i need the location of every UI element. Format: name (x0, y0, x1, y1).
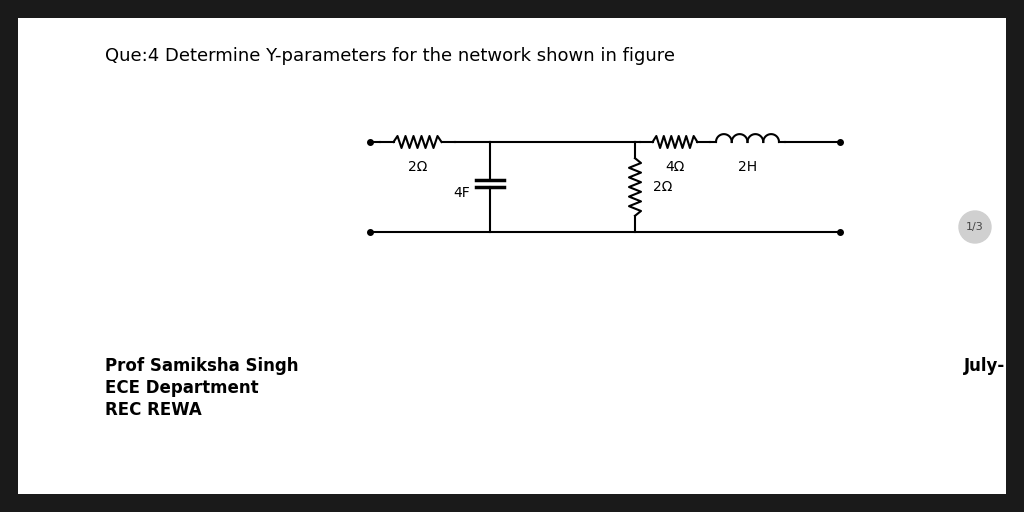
Text: 4Ω: 4Ω (666, 160, 685, 174)
Text: 4F: 4F (454, 186, 470, 200)
Text: July-: July- (964, 357, 1005, 375)
Text: REC REWA: REC REWA (105, 401, 202, 419)
Text: 2Ω: 2Ω (408, 160, 427, 174)
Text: 2Ω: 2Ω (653, 180, 673, 194)
Text: Prof Samiksha Singh: Prof Samiksha Singh (105, 357, 299, 375)
Text: 1/3: 1/3 (966, 222, 984, 232)
Text: Que:4 Determine Y-parameters for the network shown in figure: Que:4 Determine Y-parameters for the net… (105, 47, 675, 65)
Circle shape (959, 211, 991, 243)
Text: ECE Department: ECE Department (105, 379, 259, 397)
Text: 2H: 2H (738, 160, 757, 174)
FancyBboxPatch shape (18, 18, 1006, 494)
